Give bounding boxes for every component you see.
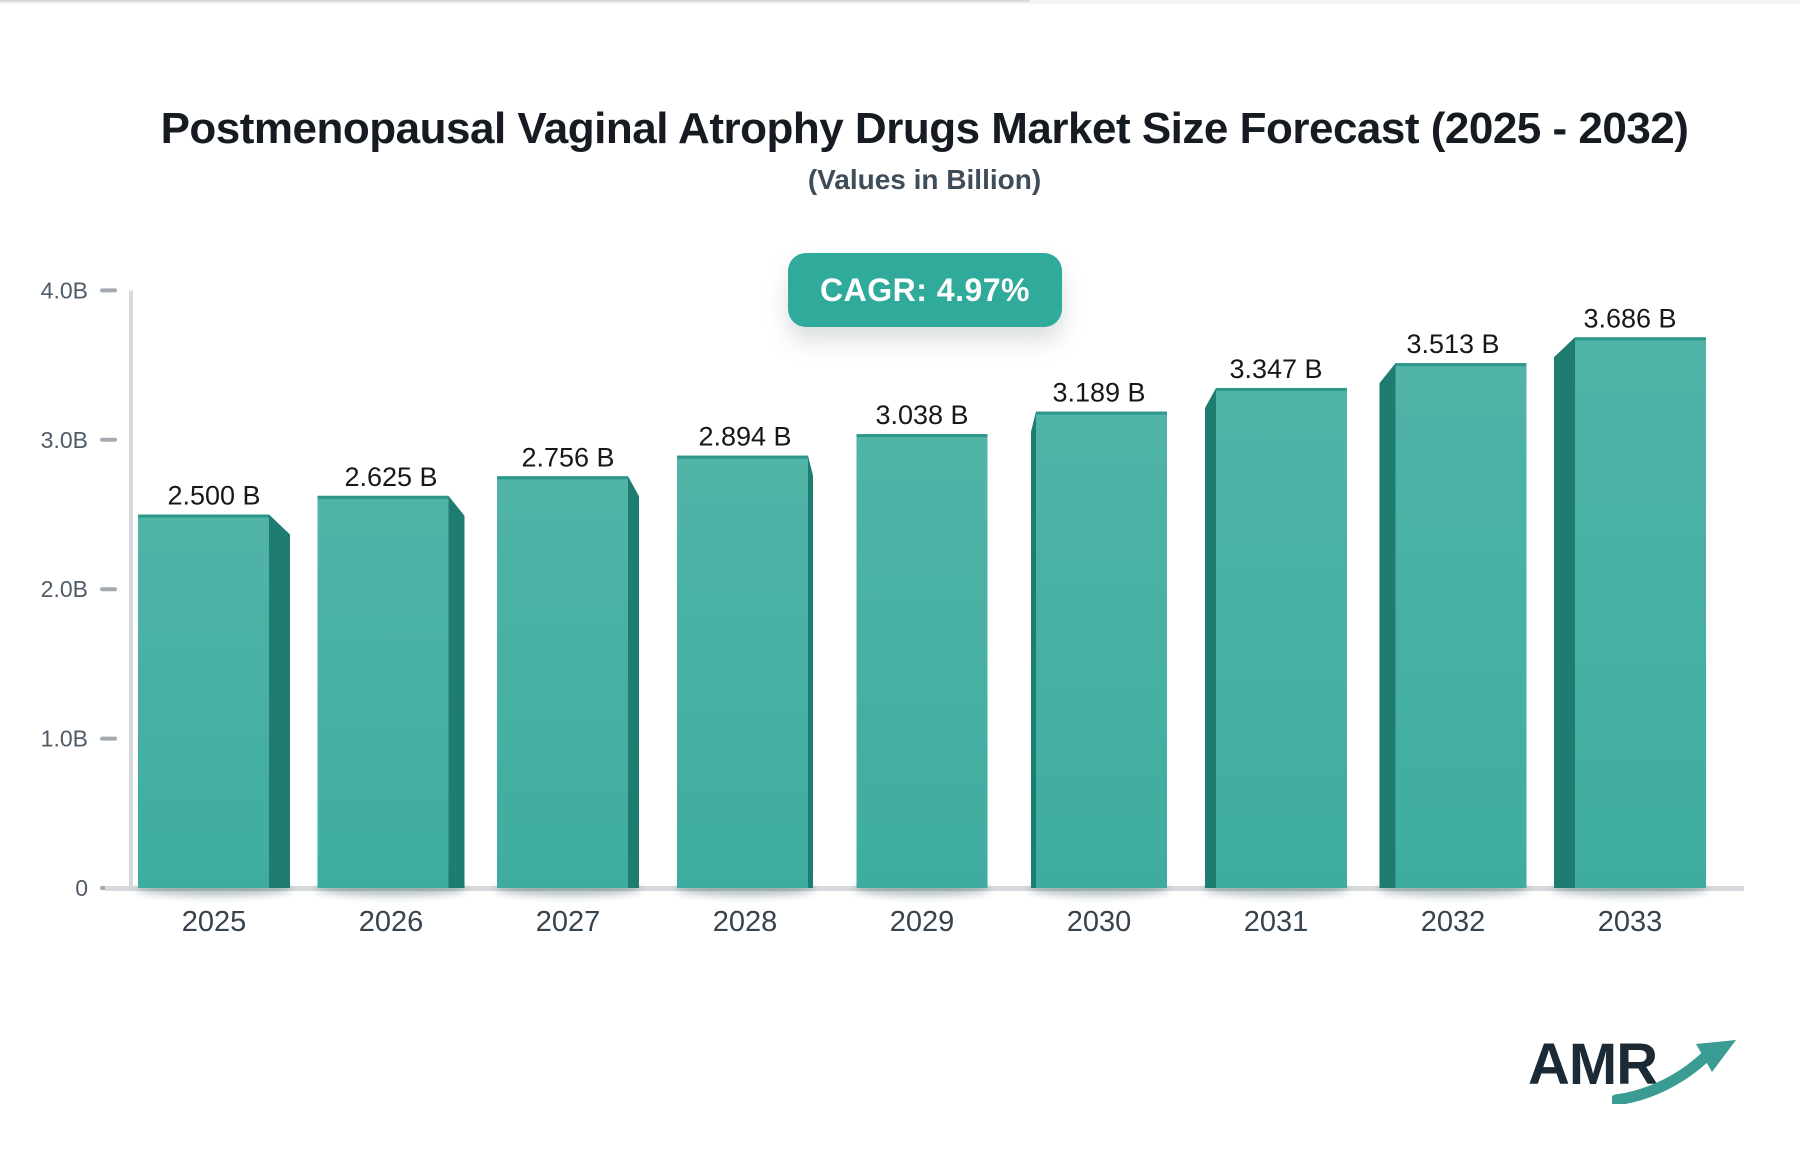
window-top-edge-line [0, 0, 1030, 2]
bar [138, 514, 269, 888]
bar-top-edge [1575, 337, 1706, 341]
x-axis-category-label: 2031 [1244, 906, 1309, 938]
bar [1036, 411, 1167, 888]
growth-arrow-head [1696, 1040, 1736, 1072]
bar-top-edge [317, 495, 449, 499]
bar-value-label: 2.894 B [698, 422, 791, 452]
bar-value-label: 3.513 B [1406, 329, 1499, 359]
y-axis-tick [100, 587, 117, 592]
cagr-badge-label: CAGR: 4.97% [820, 271, 1030, 308]
bar [317, 495, 449, 888]
bar-3d-side [1031, 411, 1036, 888]
bar-top-edge [497, 476, 628, 480]
y-axis-tick-label: 1.0B [41, 726, 88, 752]
bar-value-label: 3.038 B [875, 400, 968, 430]
y-axis-tick [100, 437, 117, 442]
growth-arrow-icon [1612, 1040, 1736, 1104]
bar-top-edge [856, 434, 988, 438]
bar-value-label: 3.347 B [1229, 354, 1322, 384]
y-axis-tick-label: 3.0B [41, 427, 88, 453]
bar-top-edge [677, 455, 808, 459]
bar [677, 455, 808, 888]
bar [856, 434, 988, 888]
bar-3d-side [628, 476, 639, 888]
bar-value-label: 3.189 B [1052, 378, 1145, 408]
bar-3d-side [1205, 387, 1216, 888]
x-axis-category-label: 2028 [713, 906, 778, 938]
window-top-edge [0, 0, 1800, 4]
cagr-badge: CAGR: 4.97% [788, 253, 1062, 327]
amr-logo: AMR [1528, 1036, 1768, 1116]
growth-arrow-swoosh [1612, 1052, 1710, 1104]
bar-top-edge [1036, 411, 1167, 415]
y-axis-tick [100, 288, 117, 293]
bar-value-label: 2.756 B [521, 442, 614, 472]
bar-top-edge [1395, 363, 1527, 367]
x-axis-category-label: 2032 [1421, 906, 1486, 938]
y-axis-tick-label: 0 [75, 875, 88, 901]
bar [1216, 387, 1347, 888]
bar-3d-side [1554, 337, 1575, 888]
bar [497, 476, 628, 888]
chart-header: Postmenopausal Vaginal Atrophy Drugs Mar… [105, 104, 1744, 196]
bar [1395, 363, 1527, 888]
bar [1575, 337, 1706, 888]
x-axis-category-label: 2025 [182, 906, 247, 938]
bar-top-edge [1216, 387, 1347, 391]
y-axis-tick-label: 4.0B [41, 277, 88, 303]
y-axis-tick-label: 2.0B [41, 576, 88, 602]
chart-title: Postmenopausal Vaginal Atrophy Drugs Mar… [160, 104, 1689, 153]
x-axis-category-label: 2033 [1598, 906, 1663, 938]
bar-3d-side [808, 455, 813, 888]
bar-3d-side [1379, 363, 1396, 888]
x-axis-category-label: 2027 [536, 906, 601, 938]
y-axis-line [129, 290, 133, 890]
bar-top-edge [138, 514, 269, 518]
x-axis-category-label: 2029 [890, 906, 955, 938]
amr-logo-text: AMR [1528, 1032, 1658, 1097]
chart-subtitle: (Values in Billion) [807, 164, 1042, 196]
bar-3d-side [448, 495, 465, 888]
bar-value-label: 2.625 B [344, 462, 437, 492]
bar-3d-side [269, 514, 290, 888]
y-axis-tick [100, 736, 117, 741]
bar-value-label: 3.686 B [1583, 303, 1676, 333]
x-axis-category-label: 2026 [359, 906, 424, 938]
bar-value-label: 2.500 B [167, 481, 260, 511]
x-axis-category-label: 2030 [1067, 906, 1132, 938]
